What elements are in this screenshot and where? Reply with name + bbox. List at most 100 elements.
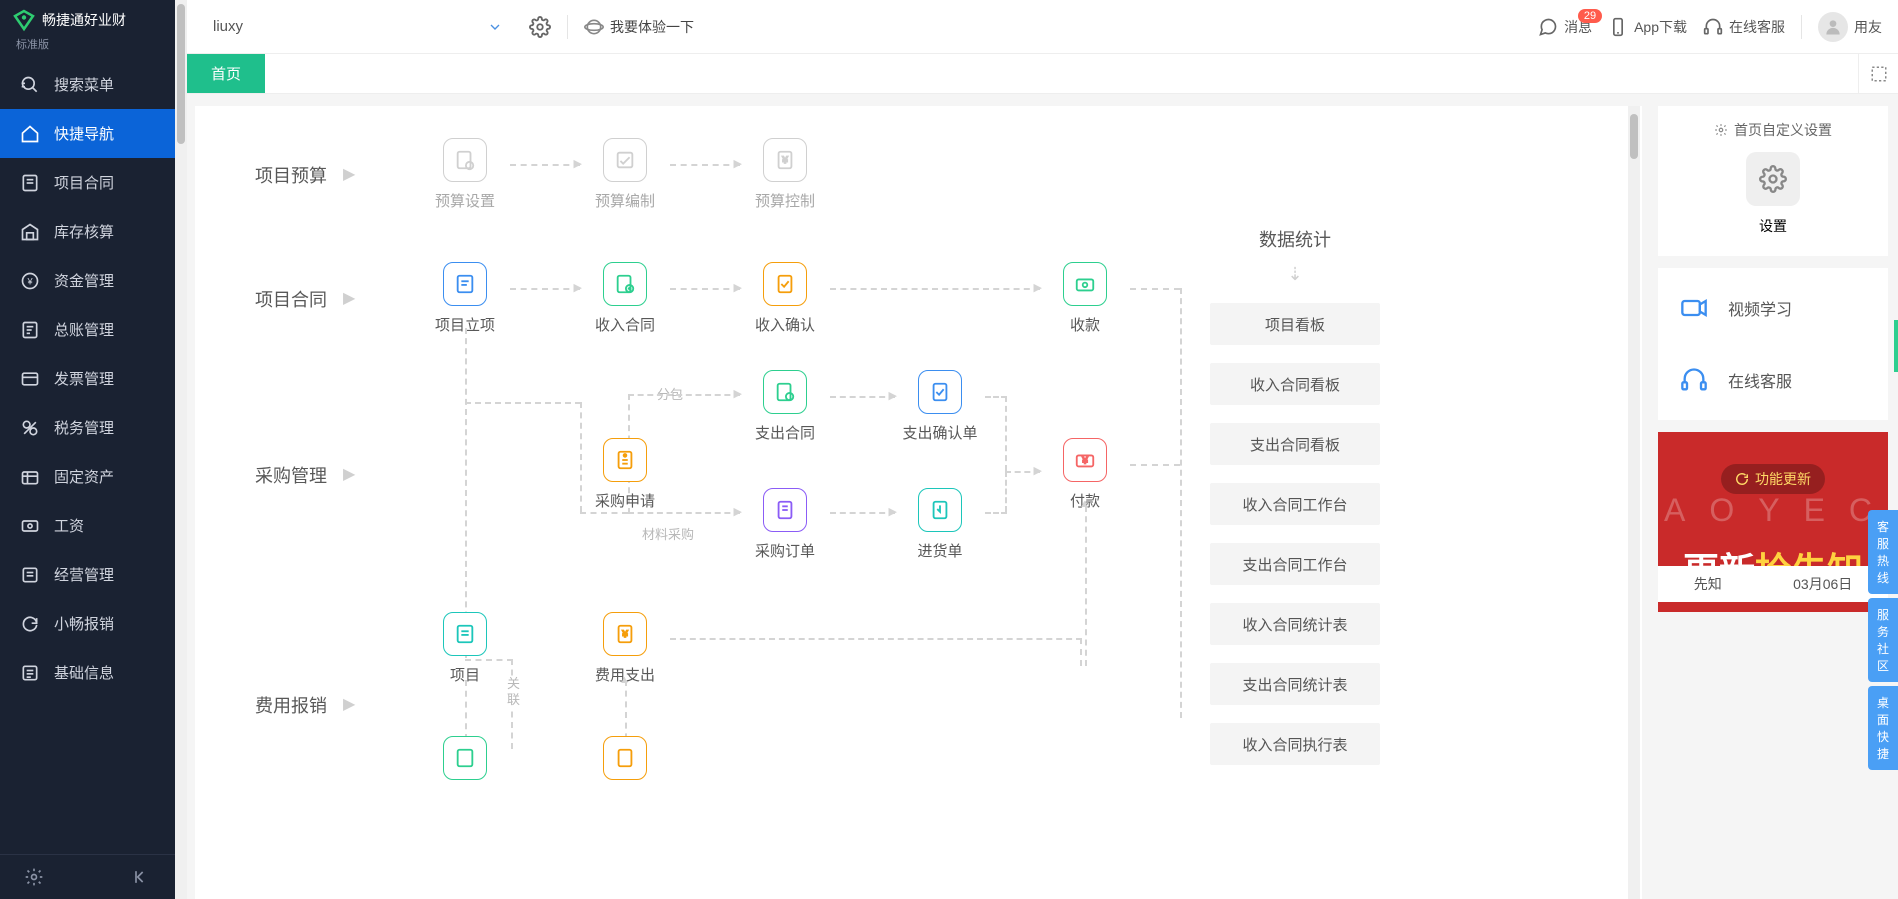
rp-service-button[interactable]: 在线客服 [1666, 344, 1880, 416]
node-goods-in[interactable]: 进货单 [890, 488, 990, 561]
tab-home[interactable]: 首页 [187, 54, 265, 93]
sidebar-footer [0, 854, 175, 899]
stats-btn[interactable]: 收入合同看板 [1210, 363, 1380, 405]
stats-btn[interactable]: 支出合同工作台 [1210, 543, 1380, 585]
rp-setting-button[interactable]: 设置 [1672, 140, 1874, 242]
try-button[interactable]: 我要体验一下 [584, 17, 694, 37]
message-badge: 29 [1578, 9, 1602, 23]
sidebar-item-fixed-assets[interactable]: 固定资产 [0, 452, 175, 501]
sidebar-scrollbar[interactable] [175, 0, 187, 899]
logo-icon [12, 8, 36, 32]
phone-icon [1608, 17, 1628, 37]
rp-video-button[interactable]: 视频学习 [1666, 272, 1880, 344]
node-receive[interactable]: 收款 [1035, 262, 1135, 335]
stats-btn[interactable]: 收入合同工作台 [1210, 483, 1380, 525]
sidebar-item-label: 经营管理 [54, 564, 114, 585]
sidebar-item-funds[interactable]: ¥ 资金管理 [0, 256, 175, 305]
stats-column: 数据统计 ⇣ 项目看板 收入合同看板 支出合同看板 收入合同工作台 支出合同工作… [1210, 226, 1380, 765]
flow-scrollbar[interactable] [1628, 106, 1640, 899]
sidebar-item-salary[interactable]: 工资 [0, 501, 175, 550]
sidebar-item-label: 项目合同 [54, 172, 114, 193]
stats-btn[interactable]: 收入合同执行表 [1210, 723, 1380, 765]
node-label: 预算设置 [435, 190, 495, 211]
node-income-confirm[interactable]: 收入确认 [735, 262, 835, 335]
banner-bg-text: AOYECAI [1664, 492, 1888, 529]
section-arrow-icon: ▶ [343, 164, 355, 184]
rp-title: 首页自定义设置 [1672, 120, 1874, 140]
sidebar-item-project-contract[interactable]: 项目合同 [0, 158, 175, 207]
biz-icon [20, 565, 40, 585]
node-budget-ctrl[interactable]: ¥ 预算控制 [735, 138, 835, 211]
sidebar-item-tax[interactable]: 税务管理 [0, 403, 175, 452]
tenant-name: liuxy [213, 18, 243, 35]
sidebar-item-invoice[interactable]: 发票管理 [0, 354, 175, 403]
sidebar-item-search[interactable]: 搜索菜单 [0, 60, 175, 109]
side-tab-desktop[interactable]: 桌面 快捷 [1868, 686, 1898, 770]
logo-text: 畅捷通好业财 [42, 10, 126, 30]
fullscreen-button[interactable] [1858, 54, 1898, 93]
tab-label: 首页 [211, 63, 241, 84]
scroll-indicator [1894, 320, 1898, 372]
sidebar-item-inventory[interactable]: 库存核算 [0, 207, 175, 256]
node-budget-setup[interactable]: 预算设置 [415, 138, 515, 211]
scrollbar-thumb[interactable] [1630, 114, 1638, 159]
branch-relate: 关 联 [505, 676, 522, 707]
online-service-button[interactable]: 在线客服 [1703, 17, 1785, 37]
scrollbar-thumb[interactable] [177, 4, 185, 144]
node-partial-2[interactable] [575, 736, 675, 780]
try-label: 我要体验一下 [610, 17, 694, 37]
message-icon [1538, 17, 1558, 37]
chevron-down-icon [487, 19, 503, 35]
sidebar-item-ledger[interactable]: stylistic 总账管理 [0, 305, 175, 354]
stats-btn[interactable]: 支出合同统计表 [1210, 663, 1380, 705]
node-expense-confirm[interactable]: 支出确认单 [890, 370, 990, 443]
tabbar: 首页 [187, 54, 1898, 94]
collapse-icon[interactable] [131, 867, 151, 887]
node-label: 预算控制 [755, 190, 815, 211]
node-income-contract[interactable]: 收入合同 [575, 262, 675, 335]
side-tab-hotline[interactable]: 客服 热线 [1868, 510, 1898, 594]
node-purchase-request[interactable]: 采购申请 [575, 438, 675, 511]
stats-arrow-icon: ⇣ [1287, 264, 1302, 285]
node-purchase-order[interactable]: 采购订单 [735, 488, 835, 561]
node-label: 采购申请 [595, 490, 655, 511]
avatar [1818, 12, 1848, 42]
sidebar-item-label: 总账管理 [54, 319, 114, 340]
online-service-label: 在线客服 [1729, 17, 1785, 37]
stats-btn[interactable]: 项目看板 [1210, 303, 1380, 345]
node-label: 进货单 [917, 540, 962, 561]
side-tab-community[interactable]: 服务 社区 [1868, 598, 1898, 682]
gear-icon[interactable] [529, 16, 551, 38]
user-menu[interactable]: 用友 [1818, 12, 1882, 42]
sidebar-item-reimburse[interactable]: 小畅报销 [0, 599, 175, 648]
rp-banner[interactable]: 功能更新 AOYECAI 更新抢先知 先知 03月06日 [1658, 432, 1888, 612]
sidebar-item-quicknav[interactable]: 快捷导航 [0, 109, 175, 158]
node-project-init[interactable]: 项目立项 [415, 262, 515, 335]
refresh-icon [20, 614, 40, 634]
sidebar-item-label: 基础信息 [54, 662, 114, 683]
home-icon [20, 124, 40, 144]
node-partial-1[interactable] [415, 736, 515, 780]
flow-panel: 项目预算 ▶ 预算设置 预算编制 ¥ 预算控制 [195, 106, 1642, 899]
sidebar-item-label: 资金管理 [54, 270, 114, 291]
section-budget: 项目预算 [255, 162, 327, 188]
svg-text:¥: ¥ [781, 155, 788, 165]
node-label: 支出确认单 [902, 422, 977, 443]
message-button[interactable]: 消息 29 [1538, 17, 1592, 37]
node-project[interactable]: 项目 [415, 612, 515, 685]
svg-text:¥: ¥ [621, 629, 628, 639]
node-budget-edit[interactable]: 预算编制 [575, 138, 675, 211]
tenant-select[interactable]: liuxy [203, 9, 513, 45]
video-icon [1676, 290, 1712, 326]
sidebar-item-base-info[interactable]: 基础信息 [0, 648, 175, 697]
stats-btn[interactable]: 支出合同看板 [1210, 423, 1380, 465]
gear-small-icon [1714, 123, 1728, 137]
planet-icon [584, 17, 604, 37]
gear-icon[interactable] [24, 867, 44, 887]
sidebar-item-label: 工资 [54, 515, 84, 536]
sidebar-item-business[interactable]: 经营管理 [0, 550, 175, 599]
node-expense-contract[interactable]: 支出合同 [735, 370, 835, 443]
stats-btn[interactable]: 收入合同统计表 [1210, 603, 1380, 645]
salary-icon [20, 516, 40, 536]
app-download-button[interactable]: App下载 [1608, 17, 1687, 37]
